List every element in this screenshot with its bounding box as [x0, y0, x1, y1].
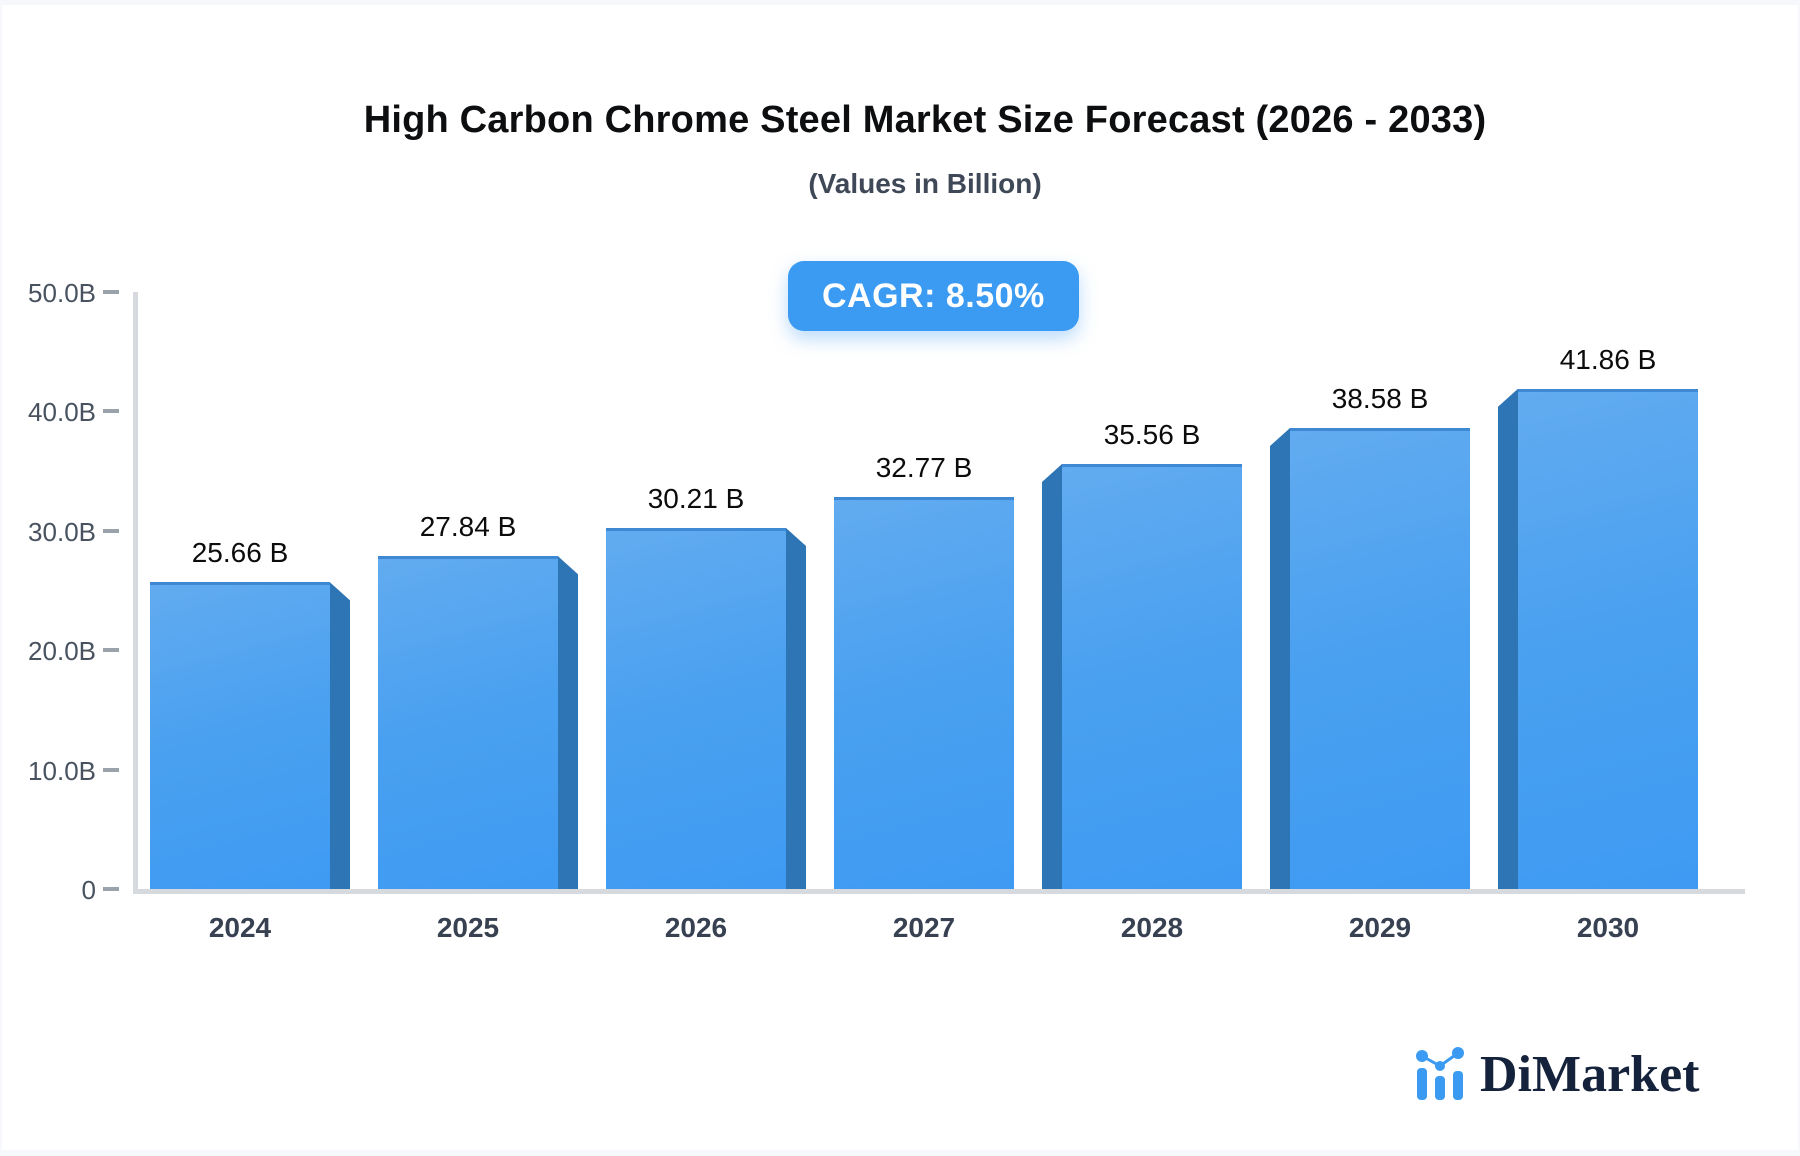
bar-front-2030: [1518, 388, 1698, 889]
x-axis-line: [133, 889, 1745, 894]
bar-side: [1042, 464, 1062, 889]
bar-value-label: 32.77 B: [875, 452, 973, 484]
y-tick-mark: [103, 528, 119, 533]
bar-value-label: 35.56 B: [1103, 419, 1201, 451]
y-tick-mark: [103, 767, 119, 772]
bar-side: [786, 527, 806, 889]
bar-side: [1270, 427, 1290, 889]
y-tick-label: 40.0B: [28, 397, 96, 427]
y-tick-label: 30.0B: [28, 516, 96, 547]
top-edge-strip: [0, 0, 1800, 5]
bar-value-label: 25.66 B: [191, 537, 289, 569]
chart-title: High Carbon Chrome Steel Market Size For…: [363, 99, 1487, 141]
x-tick-label: 2025: [436, 912, 500, 943]
bar-side: [330, 582, 350, 889]
x-tick-label: 2027: [892, 912, 956, 943]
x-tick-label: 2028: [1120, 912, 1184, 943]
y-tick-label: 0: [81, 875, 96, 905]
bar-front-2029: [1290, 427, 1470, 889]
x-tick-label: 2030: [1576, 912, 1640, 943]
y-tick-label: 10.0B: [28, 755, 96, 786]
cagr-badge: CAGR: 8.50%: [788, 261, 1079, 331]
bar-value-label: 38.58 B: [1331, 382, 1429, 414]
x-tick-label: 2024: [208, 912, 272, 943]
bar-value-label: 41.86 B: [1559, 343, 1657, 375]
bar-front-2028: [1062, 464, 1242, 889]
bar-front-2024: [150, 582, 330, 889]
x-tick-label: 2026: [664, 912, 728, 943]
dimarket-logo: DiMarket: [1416, 1045, 1699, 1105]
bar-side: [1498, 388, 1518, 889]
y-tick-mark: [103, 887, 119, 891]
y-tick-mark: [103, 648, 119, 652]
bar-value-label: 30.21 B: [647, 482, 745, 514]
bar-side: [558, 556, 578, 889]
bar-front-2027: [834, 497, 1014, 889]
x-tick-label: 2029: [1348, 912, 1412, 943]
bar-front-2026: [606, 527, 786, 889]
bar-value-label: 27.84 B: [419, 511, 517, 543]
bar-front-2025: [378, 556, 558, 889]
y-tick-label: 50.0B: [28, 277, 96, 308]
y-tick-label: 20.0B: [28, 636, 96, 666]
y-tick-mark: [103, 409, 119, 413]
chart-subtitle: (Values in Billion): [808, 168, 1042, 199]
y-tick-mark: [103, 289, 119, 294]
bar-line-chart-icon: [1416, 1047, 1464, 1100]
logo-text: DiMarket: [1480, 1046, 1700, 1103]
y-axis-line: [133, 291, 138, 894]
chart-card: High Carbon Chrome Steel Market Size For…: [2, 5, 1798, 1150]
bottom-edge-strip: [0, 1150, 1800, 1156]
